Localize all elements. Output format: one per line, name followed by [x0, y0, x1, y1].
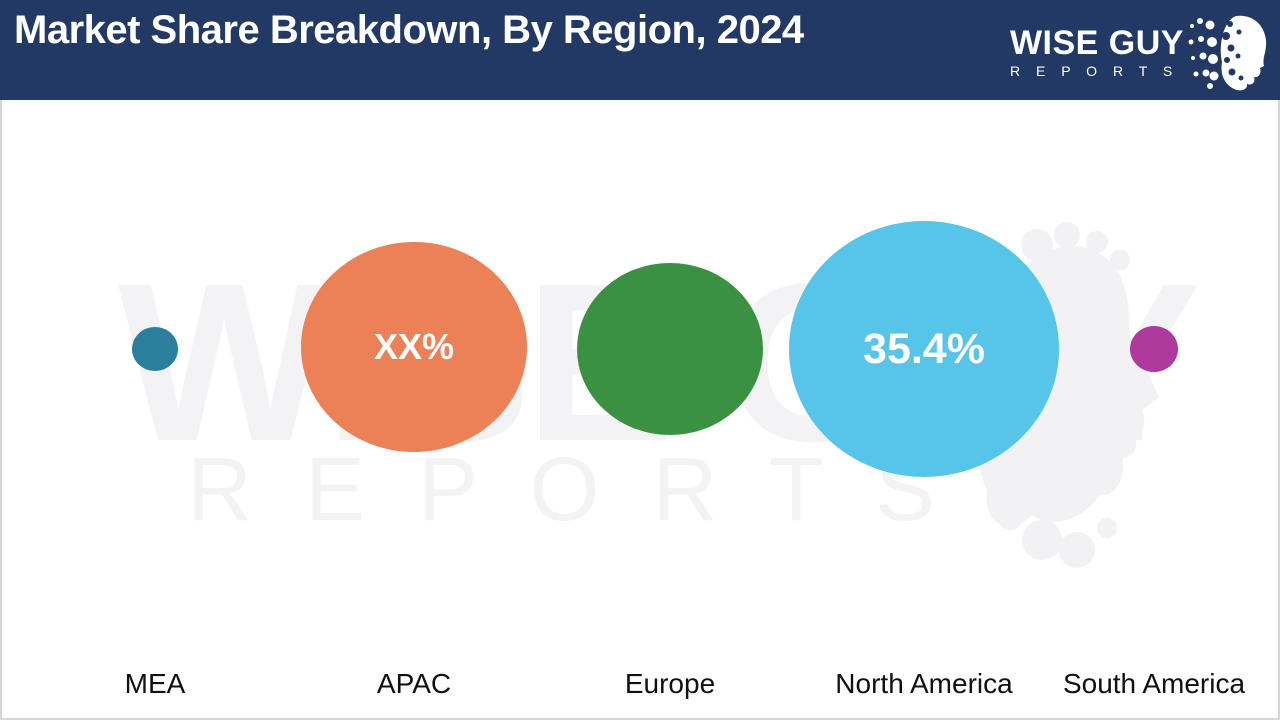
watermark-sub-text: R E P O R T S — [187, 440, 950, 540]
bubble-south-america — [1130, 326, 1178, 372]
logo-name-text: WISE GUY — [1009, 24, 1184, 62]
bubble-value-label-north-america: 35.4% — [863, 324, 985, 373]
category-label-europe: Europe — [624, 668, 716, 699]
chart-area: WISE GUY R E P O R T S XX%35.4% MEAAPACE… — [0, 100, 1280, 720]
category-label-apac: APAC — [376, 668, 452, 699]
bubble-north-america: 35.4% — [789, 221, 1059, 477]
wiseguy-head-icon — [1184, 12, 1274, 92]
category-label-mea: MEA — [124, 668, 186, 699]
bubble-apac: XX% — [301, 242, 527, 452]
logo-text-block: WISE GUY R E P O R T S — [1010, 26, 1184, 79]
wiseguy-logo: WISE GUY R E P O R T S — [1010, 12, 1274, 92]
logo-sub-text: R E P O R T S — [1009, 63, 1179, 79]
bubble-mea — [132, 327, 178, 371]
category-label-north-america: North America — [835, 668, 1013, 699]
page-title: Market Share Breakdown, By Region, 2024 — [14, 8, 804, 52]
header-bar: Market Share Breakdown, By Region, 2024 … — [0, 0, 1280, 100]
bubble-value-label-apac: XX% — [373, 326, 455, 367]
category-label-south-america: South America — [1062, 668, 1246, 699]
bubble-europe — [577, 263, 763, 435]
